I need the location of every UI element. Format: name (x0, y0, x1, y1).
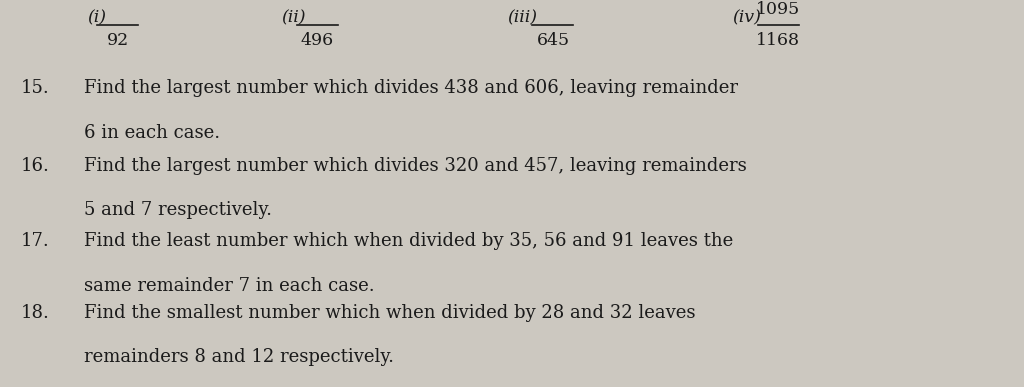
Text: 15.: 15. (20, 79, 49, 98)
Text: Find the least number which when divided by 35, 56 and 91 leaves the: Find the least number which when divided… (84, 232, 733, 250)
Text: 645: 645 (537, 32, 569, 49)
Text: Find the largest number which divides 438 and 606, leaving remainder: Find the largest number which divides 43… (84, 79, 738, 98)
Text: same remainder 7 in each case.: same remainder 7 in each case. (84, 277, 375, 295)
Text: 1168: 1168 (757, 32, 800, 49)
Text: (i): (i) (87, 9, 106, 26)
Text: remainders 8 and 12 respectively.: remainders 8 and 12 respectively. (84, 348, 394, 366)
Text: (ii): (ii) (282, 9, 306, 26)
Text: 5 and 7 respectively.: 5 and 7 respectively. (84, 201, 272, 219)
Text: 1095: 1095 (756, 1, 801, 18)
Text: 16.: 16. (20, 157, 49, 175)
Text: Find the smallest number which when divided by 28 and 32 leaves: Find the smallest number which when divi… (84, 304, 695, 322)
Text: 18.: 18. (20, 304, 49, 322)
Text: Find the largest number which divides 320 and 457, leaving remainders: Find the largest number which divides 32… (84, 157, 746, 175)
Text: (iv): (iv) (732, 9, 761, 26)
Text: 496: 496 (301, 32, 334, 49)
Text: 17.: 17. (20, 232, 49, 250)
Text: (iii): (iii) (507, 9, 537, 26)
Text: 6 in each case.: 6 in each case. (84, 124, 220, 142)
Text: 92: 92 (106, 32, 129, 49)
